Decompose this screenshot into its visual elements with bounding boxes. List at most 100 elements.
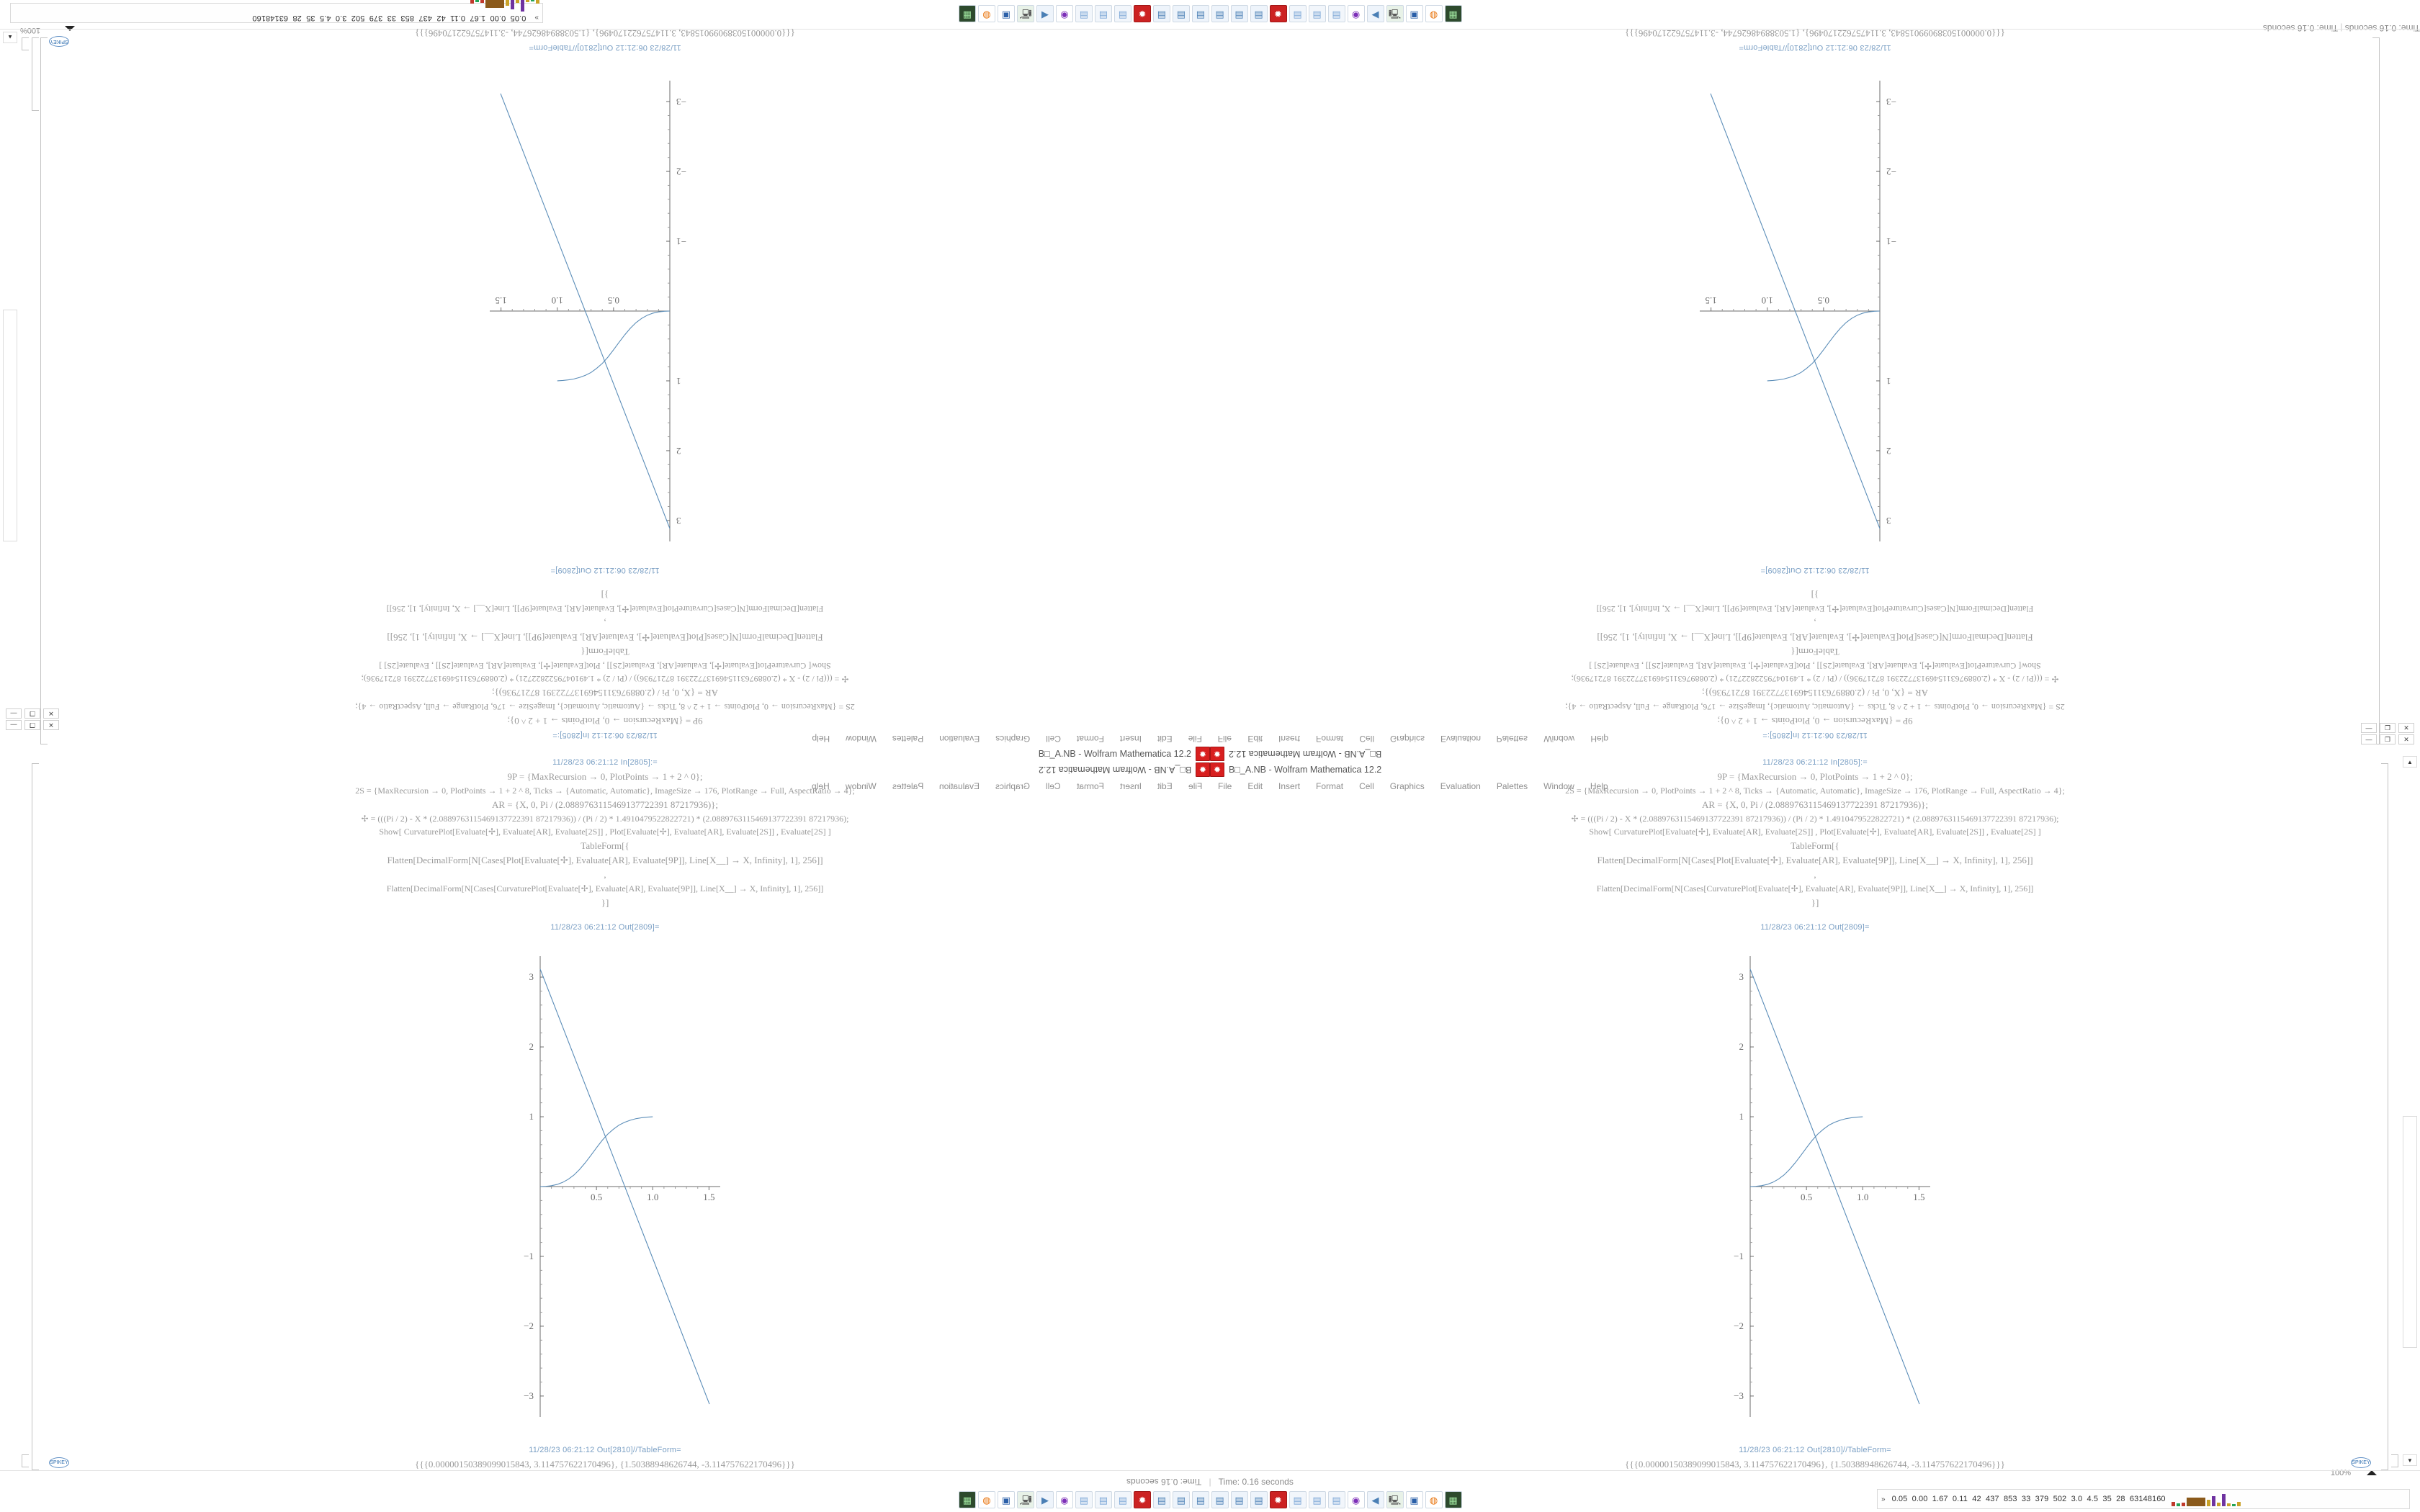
close-button[interactable]: ✕ [2398,723,2414,733]
monitor-icon[interactable]: 🖳 [1386,5,1404,22]
maximize-button[interactable]: ❐ [2380,723,2396,733]
firefox-icon[interactable]: ◍ [1425,5,1443,22]
minimize-button[interactable]: — [2361,723,2377,733]
scrollbar-thumb-right[interactable] [2403,1116,2417,1348]
wolfram-icon[interactable]: ✹ [1196,762,1210,777]
input-line[interactable]: 2S = {MaxRecursion → 0, PlotPoints → 1 +… [1565,786,2065,796]
wolfram-icon[interactable]: ✹ [1133,1491,1151,1508]
terminal-icon[interactable]: ▦ [958,1491,976,1508]
taskbar-bottom[interactable]: ▦ ◍ ▣ 🖳 ◀ ◉ ▤ ▤ ▤ ✹ ▤ ▤ ▤ ▤ ▤ ▤ ✹ ▤ ▤ ▤ ◉ ◀ 🖳 ▣ ◍ ▦ [0,1488,2420,1512]
calculator-icon[interactable]: ▤ [1211,5,1229,22]
input-line[interactable]: 9P = {MaxRecursion → 0, PlotPoints → 1 +… [1717,771,1913,782]
input-line[interactable]: Show[ CurvaturePlot[Evaluate[✢], Evaluat… [1589,827,2041,837]
input-line[interactable]: Flatten[DecimalForm[N[Cases[CurvaturePlo… [386,603,824,614]
menu-item-cell[interactable]: Cell [1359,781,1374,791]
wolfram-icon[interactable]: ✹ [1269,1491,1287,1508]
input-line[interactable]: TableForm[{ [1791,646,1839,657]
input-line[interactable]: }] [1811,589,1819,600]
terminal-icon[interactable]: ▦ [1444,1491,1462,1508]
calculator-icon[interactable]: ▤ [1211,1491,1229,1508]
notebook-icon[interactable]: ▤ [1075,1491,1093,1508]
wolfram-icon[interactable]: ✹ [1196,747,1210,761]
input-line[interactable]: 2S = {MaxRecursion → 0, PlotPoints → 1 +… [1565,701,2065,712]
speaker-icon[interactable]: ◀ [1366,5,1384,22]
menu-item-evaluation[interactable]: Evaluation [1440,781,1481,791]
wolfram-icon[interactable]: ✹ [1269,5,1287,22]
calculator-icon[interactable]: ▤ [1152,1491,1170,1508]
menu-item-file[interactable]: File [1218,781,1232,791]
input-line[interactable]: ✢ = (((Pi / 2) - X * (2.0889763115469137… [1571,674,2059,685]
calculator-icon[interactable]: ▤ [1230,5,1248,22]
maximize-button[interactable]: ❐ [2380,734,2396,744]
firefox-icon[interactable]: ◍ [1425,1491,1443,1508]
notebook-icon[interactable]: ▤ [1289,1491,1307,1508]
curvature-plot[interactable]: 0.5 1.0 1.5 −3 −2 −1 1 2 3 [475,59,735,563]
notebook-icon[interactable]: ▤ [1094,1491,1112,1508]
input-line[interactable]: }] [601,897,609,909]
monitor-icon[interactable]: 🖳 [1386,1491,1404,1508]
input-line[interactable]: 9P = {MaxRecursion → 0, PlotPoints → 1 +… [1717,716,1913,726]
input-line[interactable]: AR = {X, 0, Pi / (2.08897631154691377223… [1702,798,1928,810]
notebook-icon[interactable]: ▤ [1308,5,1326,22]
notebook-icon[interactable]: ▤ [1327,5,1345,22]
notebook-icon[interactable]: ▤ [1113,1491,1131,1508]
input-line[interactable]: ✢ = (((Pi / 2) - X * (2.0889763115469137… [1571,813,2059,824]
menu-item-format[interactable]: Format [1316,781,1344,791]
input-line[interactable]: Flatten[DecimalForm[N[Cases[Plot[Evaluat… [387,855,823,866]
curvature-plot[interactable]: 0.5 1.0 1.5 −3 −2 −1 1 2 3 [1685,935,1945,1439]
input-line[interactable]: Flatten[DecimalForm[N[Cases[CurvaturePlo… [1596,603,2034,614]
input-line[interactable]: Flatten[DecimalForm[N[Cases[Plot[Evaluat… [1597,631,2033,643]
calculator-icon[interactable]: ▤ [1191,1491,1209,1508]
input-line[interactable]: Show[ CurvaturePlot[Evaluate[✢], Evaluat… [379,827,831,837]
taskbar-top[interactable]: ▦ ◍ ▣ 🖳 ◀ ◉ ▤ ▤ ▤ ✹ ▤ ▤ ▤ ▤ ▤ ▤ ✹ ▤ ▤ ▤ ◉ ◀ 🖳 ▣ ◍ ▦ [0,1,2420,26]
notebook-icon[interactable]: ▤ [1289,5,1307,22]
input-line[interactable]: Flatten[DecimalForm[N[Cases[Plot[Evaluat… [387,631,823,643]
input-line[interactable]: 9P = {MaxRecursion → 0, PlotPoints → 1 +… [507,716,703,726]
wolfram-icon[interactable]: ✹ [1210,747,1224,761]
wolfram-icon[interactable]: ✹ [1210,762,1224,777]
input-line[interactable]: , [604,617,606,629]
calculator-icon[interactable]: ▤ [1250,5,1268,22]
calculator-icon[interactable]: ▤ [1250,1491,1268,1508]
owl-icon[interactable]: ◉ [1055,1491,1073,1508]
floppy-disk-icon[interactable]: ▣ [1405,5,1423,22]
monitor-icon[interactable]: 🖳 [1016,1491,1034,1508]
input-line[interactable]: ✢ = (((Pi / 2) - X * (2.0889763115469137… [361,813,849,824]
sysmon-chevron-icon[interactable]: » [1881,1495,1886,1503]
input-line[interactable]: Flatten[DecimalForm[N[Cases[Plot[Evaluat… [1597,855,2033,866]
menu-item-help[interactable]: Help [1590,781,1608,791]
input-line[interactable]: 2S = {MaxRecursion → 0, PlotPoints → 1 +… [355,701,855,712]
scrollbar-thumb-left[interactable] [3,310,17,541]
menu-item-palettes[interactable]: Palettes [1496,781,1528,791]
minimize-button[interactable]: — [2361,734,2377,744]
zoom-arrow-bottom-icon[interactable] [2367,1470,2377,1475]
window-controls-bottom-right-2[interactable]: — ❐ ✕ [2361,734,2414,744]
terminal-icon[interactable]: ▦ [1444,5,1462,22]
floppy-disk-icon[interactable]: ▣ [997,1491,1015,1508]
input-line[interactable]: TableForm[{ [581,840,629,852]
firefox-icon[interactable]: ◍ [977,1491,995,1508]
input-line[interactable]: AR = {X, 0, Pi / (2.08897631154691377223… [492,798,718,810]
curvature-plot[interactable]: 0.5 1.0 1.5 −3 −2 −1 1 2 3 [1685,59,1945,563]
owl-icon[interactable]: ◉ [1347,5,1365,22]
input-line[interactable]: TableForm[{ [1791,840,1839,852]
input-line[interactable]: Flatten[DecimalForm[N[Cases[CurvaturePlo… [1596,883,2034,894]
curvature-plot[interactable]: 0.5 1.0 1.5 −3 −2 −1 1 2 3 [475,935,735,1439]
input-line[interactable]: AR = {X, 0, Pi / (2.08897631154691377223… [1702,688,1928,699]
input-line[interactable]: TableForm[{ [581,646,629,657]
speaker-icon[interactable]: ◀ [1366,1491,1384,1508]
calculator-icon[interactable]: ▤ [1172,1491,1190,1508]
menu-item-window[interactable]: Window [1543,781,1574,791]
input-line[interactable]: 9P = {MaxRecursion → 0, PlotPoints → 1 +… [507,771,703,782]
titlebar[interactable]: B□_A.NB - Wolfram Mathematica 12.2 ✹ ✹ B… [0,761,2420,778]
input-line[interactable]: AR = {X, 0, Pi / (2.08897631154691377223… [492,688,718,699]
scroll-up-arrow-right[interactable]: ▲ [2403,756,2417,768]
input-line[interactable]: }] [1811,897,1819,909]
input-line[interactable]: }] [601,589,609,600]
notebook-icon[interactable]: ▤ [1327,1491,1345,1508]
owl-icon[interactable]: ◉ [1347,1491,1365,1508]
window-controls-bottom-right[interactable]: — ❐ ✕ [2361,723,2414,733]
menu-item-insert[interactable]: Insert [1278,781,1301,791]
close-button[interactable]: ✕ [2398,734,2414,744]
notebook-icon[interactable]: ▤ [1308,1491,1326,1508]
